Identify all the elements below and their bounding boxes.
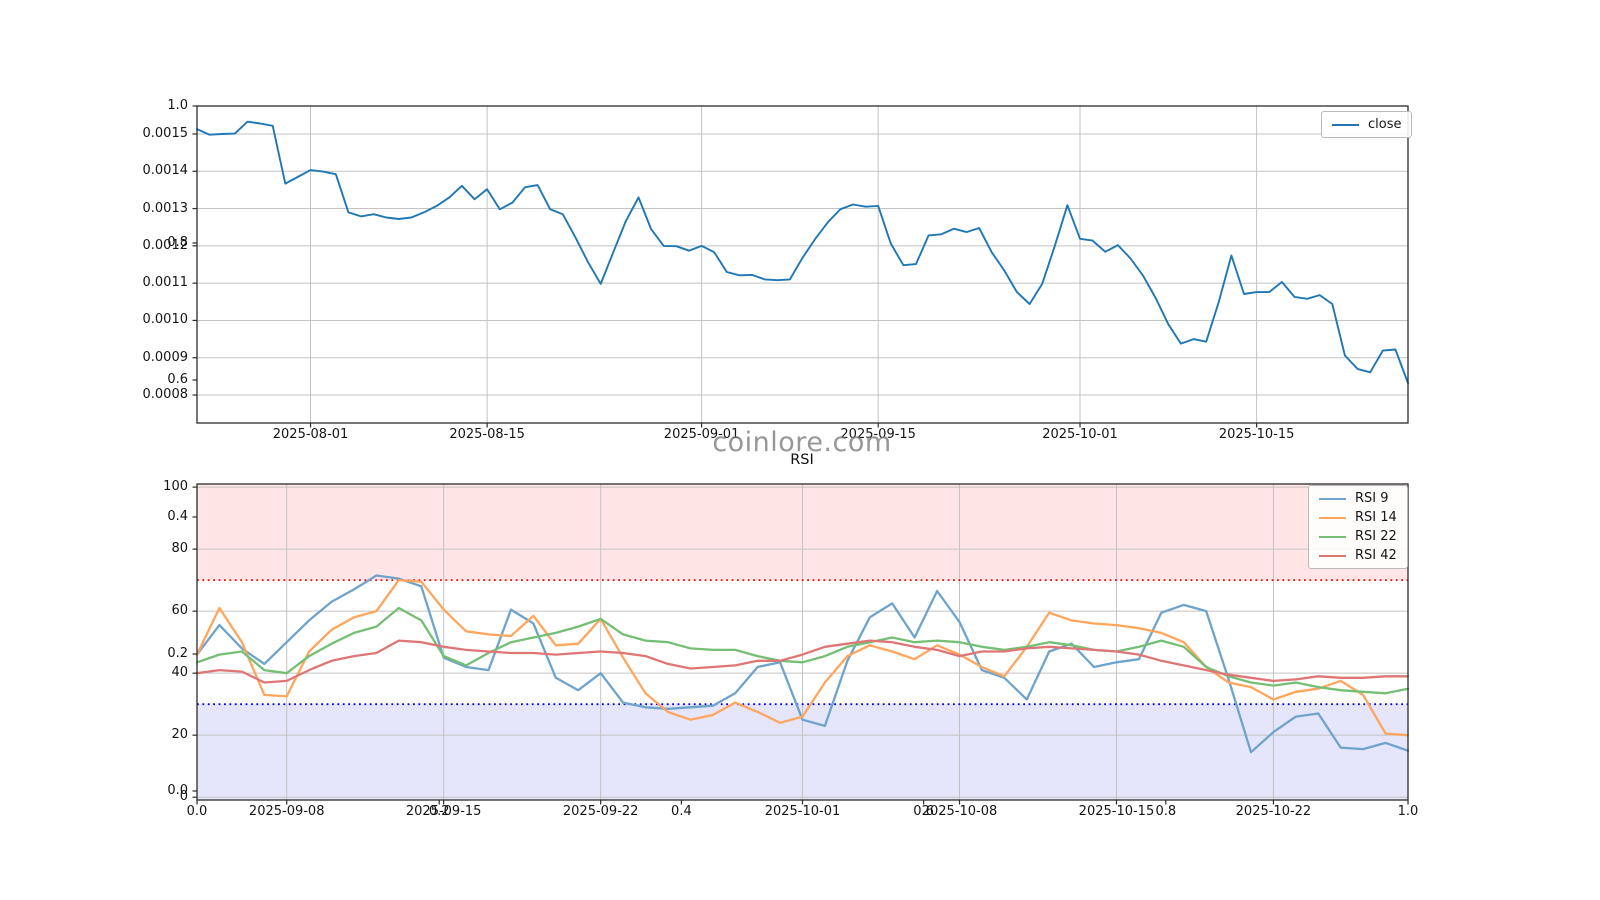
price-chart-spines xyxy=(196,105,1409,424)
price-chart-xtick-label: 2025-10-15 xyxy=(1218,427,1295,442)
overlay-ytick-label: 0.0 xyxy=(167,783,188,798)
legend-label: RSI 14 xyxy=(1355,510,1397,525)
overlay-xtick-label: 0.2 xyxy=(428,804,450,819)
rsi-chart-series-rsi-9 xyxy=(195,574,1410,754)
price-chart-ytick-label: 0.0013 xyxy=(142,200,189,216)
price-chart-xtick-label: 2025-08-15 xyxy=(449,427,525,442)
rsi-chart-ytick-label: 60 xyxy=(171,603,188,619)
overlay-ytick-label: 0.2 xyxy=(167,646,188,661)
legend-label: close xyxy=(1368,117,1402,132)
legend-item-close: close xyxy=(1332,117,1401,132)
legend-line-swatch xyxy=(1319,535,1346,538)
legend-item-rsi-42: RSI 42 xyxy=(1319,548,1397,563)
rsi-chart-ytick-label: 40 xyxy=(171,665,188,681)
legend-item-rsi-14: RSI 14 xyxy=(1319,510,1397,525)
price-chart-ytick-label: 0.0012 xyxy=(142,237,189,253)
watermark: coinlore.com xyxy=(712,427,892,458)
rsi-chart-series-rsi-42 xyxy=(195,639,1410,684)
legend-line-swatch xyxy=(1319,554,1346,557)
price-chart-ytick-label: 0.0010 xyxy=(142,312,189,328)
rsi-chart-series-rsi-22 xyxy=(195,606,1410,695)
rsi-chart-xtick-label: 2025-10-08 xyxy=(921,804,998,819)
rsi-chart-ytick-label: 80 xyxy=(171,541,188,557)
price-chart-xtick-label: 2025-09-15 xyxy=(840,427,916,442)
rsi-chart-legend: RSI 9 RSI 14 RSI 22 RSI 42 xyxy=(1308,485,1408,569)
overlay-xtick-label: 0.0 xyxy=(186,804,208,819)
legend-line-swatch xyxy=(1332,123,1359,126)
legend-item-rsi-9: RSI 9 xyxy=(1319,491,1397,506)
rsi-chart-ytick-label: 0 xyxy=(179,789,188,805)
legend-label: RSI 9 xyxy=(1355,491,1389,506)
legend-line-swatch xyxy=(1319,497,1346,500)
rsi-chart-xtick-label: 2025-10-01 xyxy=(764,804,841,819)
price-chart-xtick-label: 2025-10-01 xyxy=(1042,427,1118,442)
price-chart-ytick-label: 0.0009 xyxy=(142,349,189,365)
price-chart-xtick-label: 2025-09-01 xyxy=(663,427,740,442)
overlay-ytick-label: 1.0 xyxy=(167,98,188,113)
legend-item-rsi-22: RSI 22 xyxy=(1319,529,1397,544)
rsi-chart-ytick-label: 100 xyxy=(163,479,188,495)
price-chart-xtick-label: 2025-08-01 xyxy=(272,427,349,442)
overlay-ytick-label: 0.6 xyxy=(167,372,188,387)
price-chart-series-close xyxy=(196,120,1409,385)
price-chart-ytick-label: 0.0008 xyxy=(142,387,189,403)
rsi-chart-xtick-label: 2025-09-15 xyxy=(405,804,482,819)
legend-line-swatch xyxy=(1319,516,1346,519)
price-chart-ytick-label: 0.0011 xyxy=(142,275,189,291)
price-chart-ytick-label: 0.0015 xyxy=(142,125,189,141)
rsi-chart-xtick-label: 2025-10-22 xyxy=(1235,804,1312,819)
overlay-xtick-label: 0.4 xyxy=(671,804,692,819)
legend-label: RSI 42 xyxy=(1355,548,1397,563)
price-chart-ytick-label: 0.0014 xyxy=(142,163,189,179)
rsi-chart-title: RSI xyxy=(790,452,814,468)
rsi-chart-xtick-label: 2025-09-22 xyxy=(562,804,639,819)
overlay-xtick-label: 1.0 xyxy=(1397,804,1419,819)
rsi-chart-xtick-label: 2025-09-08 xyxy=(248,804,325,819)
overlay-xtick-label: 0.8 xyxy=(1155,804,1177,819)
rsi-chart-ytick-label: 20 xyxy=(171,727,188,743)
overlay-ytick-label: 0.4 xyxy=(167,509,188,524)
overlay-ytick-label: 0.8 xyxy=(167,235,188,250)
overlay-xtick-label: 0.6 xyxy=(913,804,934,819)
price-chart-legend: close xyxy=(1321,111,1413,138)
legend-label: RSI 22 xyxy=(1355,529,1397,544)
rsi-chart-xtick-label: 2025-10-15 xyxy=(1078,804,1155,819)
